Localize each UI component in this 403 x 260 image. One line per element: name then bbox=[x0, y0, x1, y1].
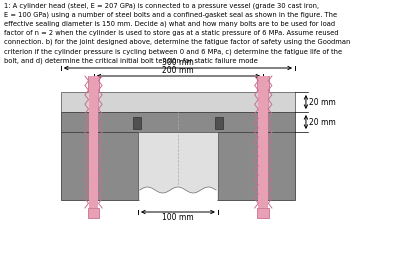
Text: 1: A cylinder head (steel, E = 207 GPa) is connected to a pressure vessel (grade: 1: A cylinder head (steel, E = 207 GPa) … bbox=[4, 2, 319, 9]
Bar bbox=[87, 76, 100, 92]
Bar bbox=[258, 76, 268, 208]
Bar bbox=[133, 117, 141, 129]
Bar bbox=[89, 92, 98, 112]
Bar bbox=[61, 112, 295, 132]
Bar bbox=[258, 208, 269, 218]
Text: 200 mm: 200 mm bbox=[162, 66, 194, 75]
Bar bbox=[61, 132, 138, 200]
Text: effective sealing diameter is 150 mm. Decide a) what and how many bolts are to b: effective sealing diameter is 150 mm. De… bbox=[4, 20, 335, 27]
Bar bbox=[218, 132, 295, 200]
Text: bolt, and d) determine the critical initial bolt tension for static failure mode: bolt, and d) determine the critical init… bbox=[4, 57, 258, 64]
Text: connection. b) for the joint designed above, determine the fatigue factor of saf: connection. b) for the joint designed ab… bbox=[4, 39, 350, 45]
Text: factor of n = 2 when the cylinder is used to store gas at a static pressure of 6: factor of n = 2 when the cylinder is use… bbox=[4, 30, 338, 36]
Text: E = 100 GPa) using a number of steel bolts and a confined-gasket seal as shown i: E = 100 GPa) using a number of steel bol… bbox=[4, 11, 337, 18]
Bar bbox=[89, 76, 98, 208]
Bar bbox=[215, 117, 223, 129]
Text: 300 mm: 300 mm bbox=[162, 57, 194, 67]
Text: 20 mm: 20 mm bbox=[309, 118, 335, 127]
Bar bbox=[87, 208, 100, 218]
Text: criterion if the cylinder pressure is cycling between 0 and 6 MPa, c) determine : criterion if the cylinder pressure is cy… bbox=[4, 48, 342, 55]
Bar bbox=[61, 92, 295, 112]
Bar bbox=[258, 92, 268, 112]
Text: 100 mm: 100 mm bbox=[162, 213, 194, 223]
Text: 20 mm: 20 mm bbox=[309, 98, 335, 107]
Bar bbox=[138, 132, 218, 200]
Bar bbox=[258, 76, 269, 92]
